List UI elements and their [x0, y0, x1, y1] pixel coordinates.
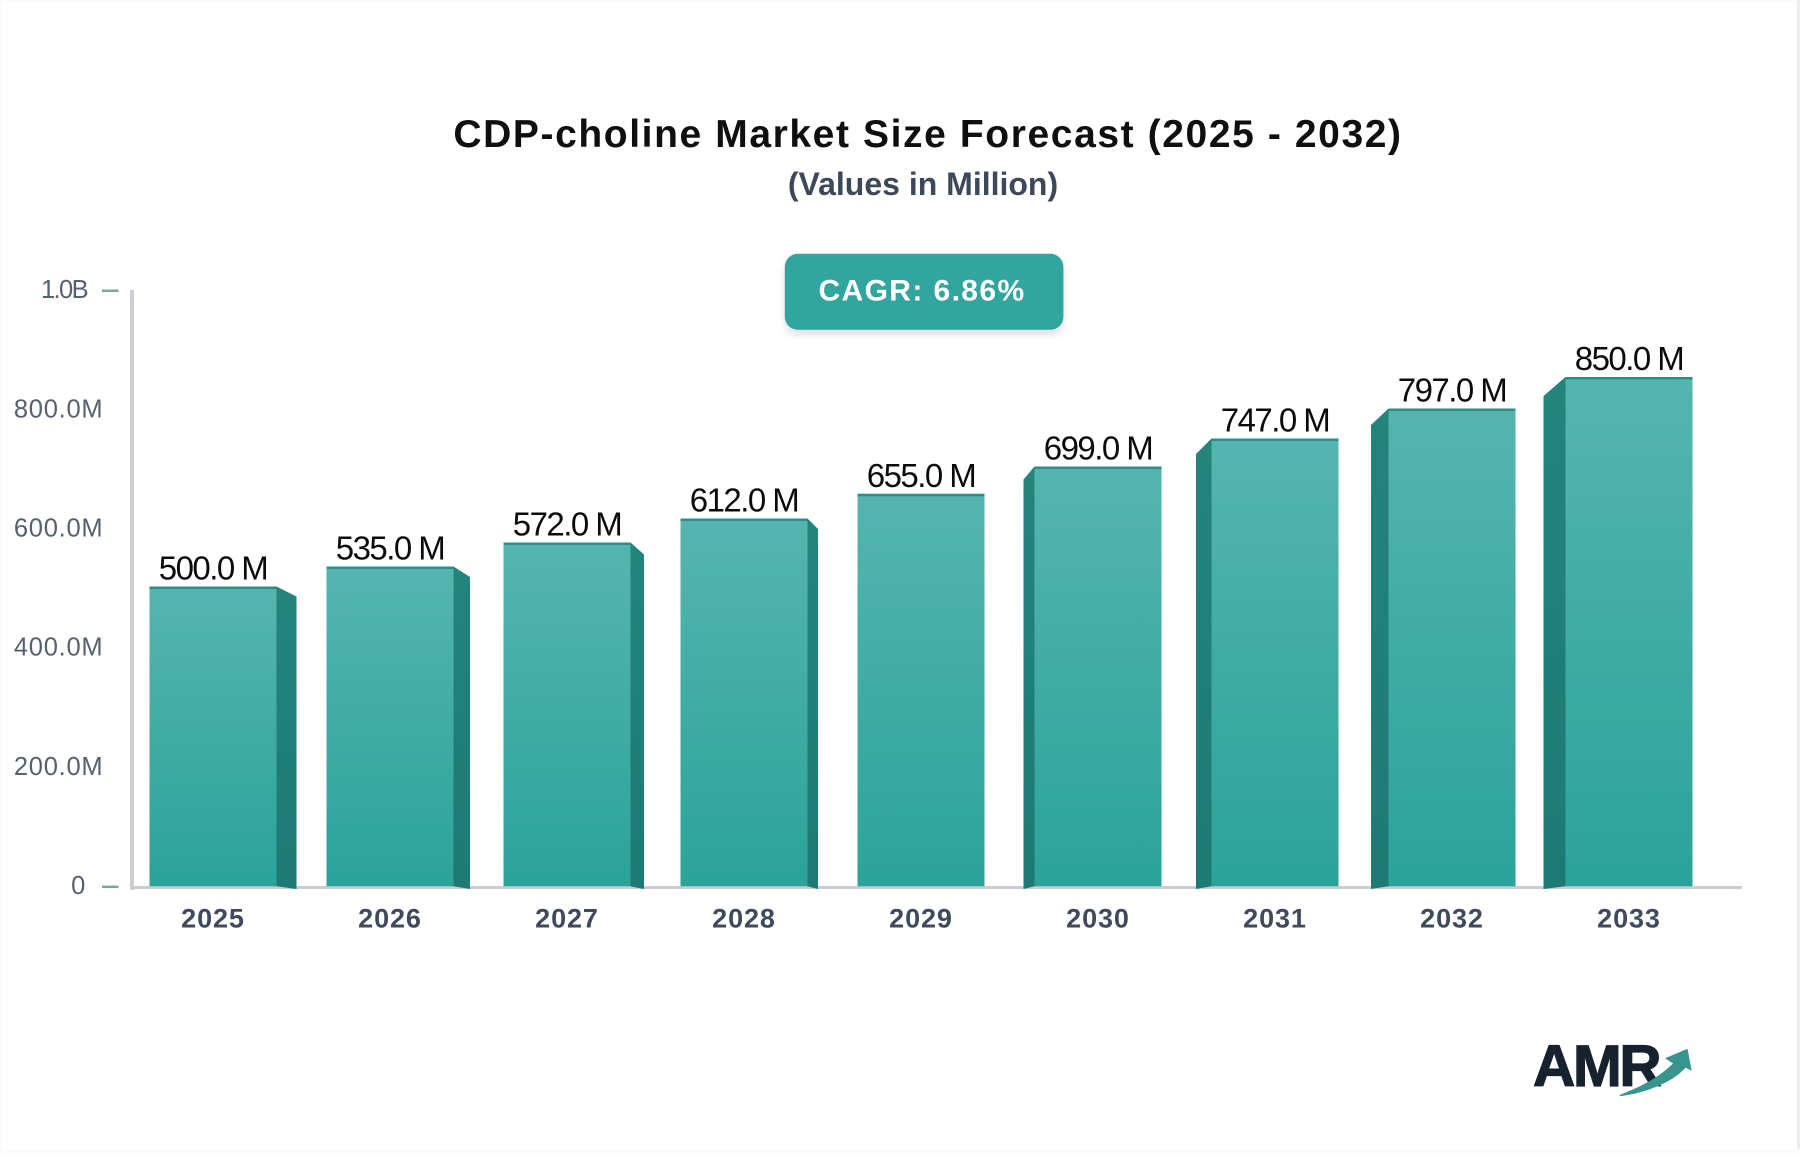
svg-text:797.0 M: 797.0 M — [1398, 372, 1506, 409]
svg-text:2026: 2026 — [358, 904, 422, 934]
svg-text:850.0 M: 850.0 M — [1575, 340, 1683, 377]
svg-text:0: 0 — [71, 872, 86, 900]
svg-text:(Values in Million): (Values in Million) — [788, 166, 1058, 202]
svg-text:AMR: AMR — [1533, 1034, 1661, 1099]
svg-text:2031: 2031 — [1243, 904, 1307, 934]
svg-text:2033: 2033 — [1597, 904, 1661, 934]
svg-text:2025: 2025 — [181, 904, 245, 934]
svg-text:2030: 2030 — [1066, 904, 1130, 934]
svg-text:CDP-choline Market Size Foreca: CDP-choline Market Size Forecast (2025 -… — [453, 113, 1402, 156]
svg-text:612.0 M: 612.0 M — [690, 482, 798, 519]
svg-text:655.0 M: 655.0 M — [867, 457, 975, 494]
svg-text:572.0 M: 572.0 M — [513, 506, 621, 543]
svg-text:2027: 2027 — [535, 904, 599, 934]
svg-text:699.0 M: 699.0 M — [1044, 430, 1152, 467]
svg-text:1.0B: 1.0B — [41, 276, 88, 304]
svg-text:400.0M: 400.0M — [14, 634, 104, 662]
svg-text:2028: 2028 — [712, 904, 776, 934]
svg-text:200.0M: 200.0M — [14, 753, 104, 781]
svg-text:600.0M: 600.0M — [14, 515, 104, 543]
svg-text:747.0 M: 747.0 M — [1221, 402, 1329, 439]
svg-text:500.0 M: 500.0 M — [159, 550, 267, 587]
svg-text:2032: 2032 — [1420, 904, 1484, 934]
svg-text:800.0M: 800.0M — [14, 395, 104, 423]
svg-text:CAGR: 6.86%: CAGR: 6.86% — [818, 275, 1025, 308]
svg-text:535.0 M: 535.0 M — [336, 530, 444, 567]
svg-text:2029: 2029 — [889, 904, 953, 934]
